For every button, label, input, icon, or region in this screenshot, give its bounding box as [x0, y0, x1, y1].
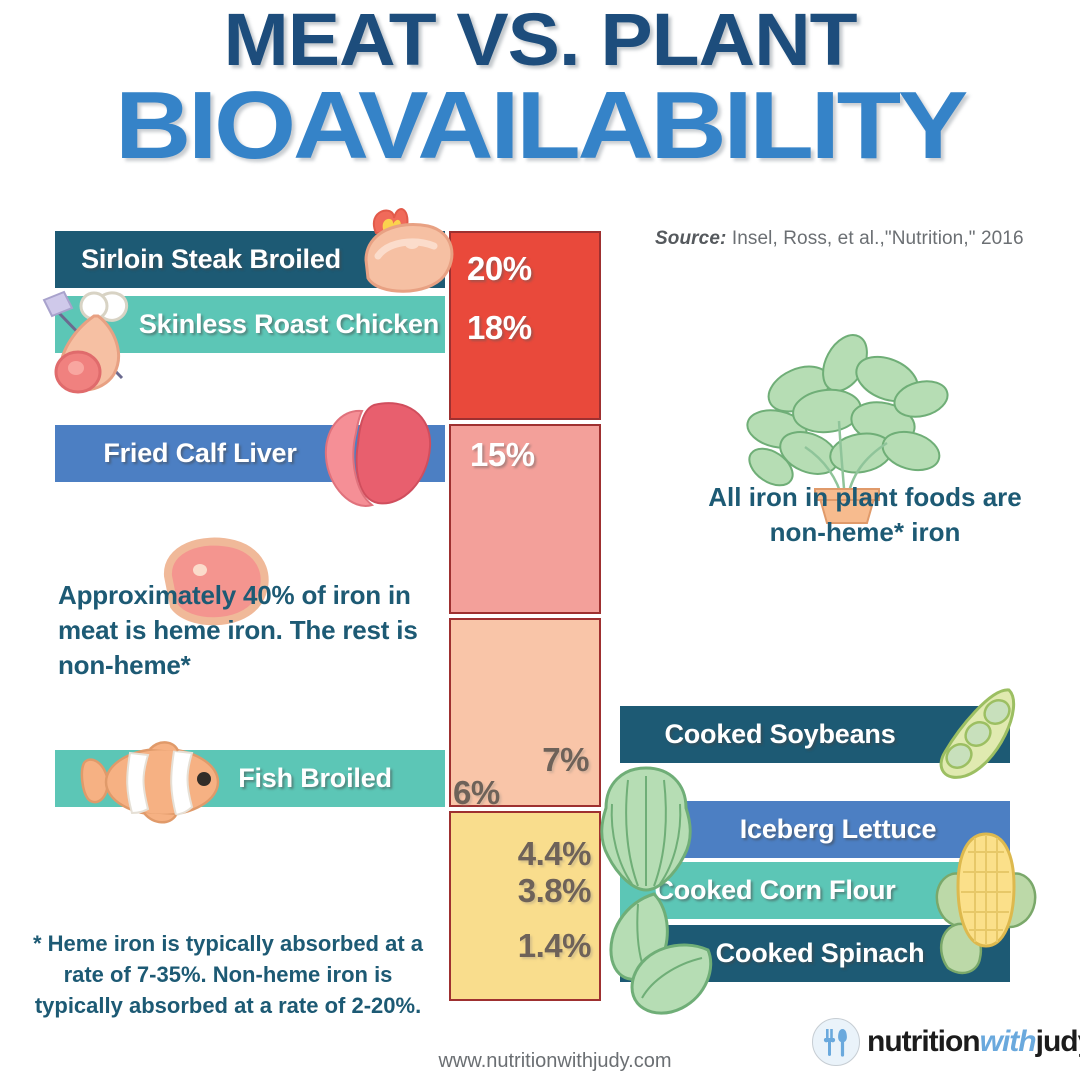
bioavailability-stack: 20% 18% 15% 7% 6% 4.4% 3.8% 1.4%: [449, 231, 601, 1001]
stack-block-red: 20% 18%: [449, 231, 601, 420]
bar-iceberg-lettuce[interactable]: Iceberg Lettuce: [620, 801, 1010, 858]
bar-fish-broiled[interactable]: Fish Broiled: [55, 750, 445, 807]
bar-skinless-roast-chicken[interactable]: Skinless Roast Chicken: [55, 296, 445, 353]
website-url[interactable]: www.nutritionwithjudy.com: [438, 1050, 672, 1072]
logo-nutrition: nutrition: [867, 1025, 981, 1058]
bar-label-skinless-roast-chicken: Skinless Roast Chicken: [138, 309, 440, 339]
bar-cooked-spinach[interactable]: Cooked Spinach: [620, 925, 1010, 982]
bar-label-cooked-soybeans: Cooked Soybeans: [664, 719, 896, 749]
brand-logo[interactable]: nutritionwithjudy: [812, 1018, 1080, 1066]
logo-with: with: [979, 1025, 1037, 1058]
absorption-footnote: * Heme iron is typically absorbed at a r…: [32, 931, 424, 1018]
source-label: Source:: [655, 228, 727, 249]
value-label-20: 20%: [467, 250, 532, 287]
value-label-4-4: 4.4%: [517, 835, 592, 872]
value-label-1-4: 1.4%: [517, 927, 592, 964]
plant-nonheme-note: All iron in plant foods are non-heme* ir…: [708, 482, 1022, 547]
value-label-18: 18%: [467, 309, 532, 346]
stack-block-salmon: 15%: [449, 424, 601, 614]
value-label-7: 7%: [542, 741, 589, 778]
fork-knife-icon: [812, 1018, 860, 1066]
bar-label-sirloin-steak-broiled: Sirloin Steak Broiled: [81, 244, 341, 274]
bar-label-cooked-spinach: Cooked Spinach: [715, 938, 925, 968]
bar-sirloin-steak-broiled[interactable]: Sirloin Steak Broiled: [55, 231, 445, 288]
brand-logo-text: nutritionwithjudy: [867, 1025, 1080, 1059]
bar-label-fish-broiled: Fish Broiled: [238, 763, 392, 793]
value-label-6: 6%: [453, 774, 500, 811]
meat-heme-note: Approximately 40% of iron in meat is hem…: [58, 580, 418, 680]
stack-block-yellow: 4.4% 3.8% 1.4%: [449, 811, 601, 1001]
stack-block-peach: 7% 6%: [449, 618, 601, 811]
bar-label-iceberg-lettuce: Iceberg Lettuce: [739, 814, 937, 844]
bar-cooked-soybeans[interactable]: Cooked Soybeans: [620, 706, 1010, 763]
source-citation: Source: Insel, Ross, et al.,"Nutrition,"…: [655, 228, 1055, 250]
title-line-1: MEAT VS. PLANT: [223, 0, 857, 81]
logo-judy: judy: [1035, 1025, 1080, 1058]
value-label-15: 15%: [470, 436, 535, 473]
bar-cooked-corn-flour[interactable]: Cooked Corn Flour: [620, 862, 1010, 919]
bar-label-fried-calf-liver: Fried Calf Liver: [103, 438, 297, 468]
page-title: MEAT VS. PLANT BIOAVAILABILITY: [0, 0, 1080, 174]
title-line-2: BIOAVAILABILITY: [114, 72, 968, 179]
bar-fried-calf-liver[interactable]: Fried Calf Liver: [55, 425, 445, 482]
source-text: Insel, Ross, et al.,"Nutrition," 2016: [731, 228, 1024, 249]
value-label-3-8: 3.8%: [517, 872, 592, 909]
bar-label-cooked-corn-flour: Cooked Corn Flour: [654, 875, 896, 905]
